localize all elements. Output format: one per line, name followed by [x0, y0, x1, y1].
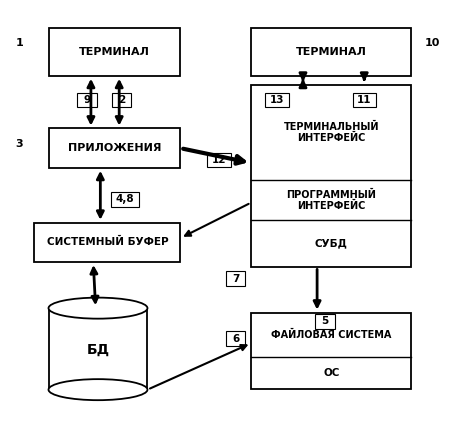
- FancyBboxPatch shape: [265, 93, 289, 108]
- Text: 7: 7: [232, 274, 239, 284]
- FancyBboxPatch shape: [111, 192, 138, 207]
- Text: ПРИЛОЖЕНИЯ: ПРИЛОЖЕНИЯ: [68, 143, 161, 153]
- FancyBboxPatch shape: [48, 128, 181, 168]
- Text: 6: 6: [232, 334, 239, 344]
- Text: ОС: ОС: [323, 368, 339, 378]
- FancyBboxPatch shape: [112, 93, 131, 108]
- Text: ТЕРМИНАЛЬНЫЙ: ТЕРМИНАЛЬНЫЙ: [283, 122, 379, 132]
- Text: ТЕРМИНАЛ: ТЕРМИНАЛ: [296, 47, 367, 57]
- FancyBboxPatch shape: [251, 28, 411, 76]
- Text: 11: 11: [357, 95, 372, 105]
- Text: 3: 3: [16, 139, 23, 149]
- FancyBboxPatch shape: [48, 28, 181, 76]
- Text: 9: 9: [83, 95, 91, 105]
- FancyBboxPatch shape: [251, 85, 411, 266]
- Ellipse shape: [48, 379, 147, 400]
- Text: СИСТЕМНЫЙ БУФЕР: СИСТЕМНЫЙ БУФЕР: [46, 237, 168, 247]
- FancyBboxPatch shape: [77, 93, 97, 108]
- Text: ИНТЕРФЕЙС: ИНТЕРФЕЙС: [297, 201, 365, 211]
- Text: 13: 13: [270, 95, 284, 105]
- FancyBboxPatch shape: [315, 314, 335, 329]
- Text: 1: 1: [16, 38, 23, 48]
- FancyBboxPatch shape: [226, 331, 246, 346]
- FancyBboxPatch shape: [226, 271, 246, 286]
- Text: ПРОГРАММНЫЙ: ПРОГРАММНЫЙ: [286, 190, 376, 200]
- Text: 4,8: 4,8: [116, 194, 134, 205]
- Text: 2: 2: [118, 95, 125, 105]
- FancyBboxPatch shape: [251, 313, 411, 389]
- Text: ФАЙЛОВАЯ СИСТЕМА: ФАЙЛОВАЯ СИСТЕМА: [271, 330, 392, 340]
- Text: СУБД: СУБД: [315, 238, 348, 248]
- Text: 12: 12: [212, 155, 227, 165]
- Ellipse shape: [48, 298, 147, 319]
- Text: ИНТЕРФЕЙС: ИНТЕРФЕЙС: [297, 133, 365, 143]
- FancyBboxPatch shape: [207, 153, 231, 168]
- FancyBboxPatch shape: [353, 93, 375, 108]
- Text: 10: 10: [425, 38, 440, 48]
- Text: БД: БД: [86, 343, 109, 357]
- Text: ТЕРМИНАЛ: ТЕРМИНАЛ: [79, 47, 150, 57]
- Text: 5: 5: [321, 316, 329, 326]
- FancyBboxPatch shape: [35, 223, 181, 262]
